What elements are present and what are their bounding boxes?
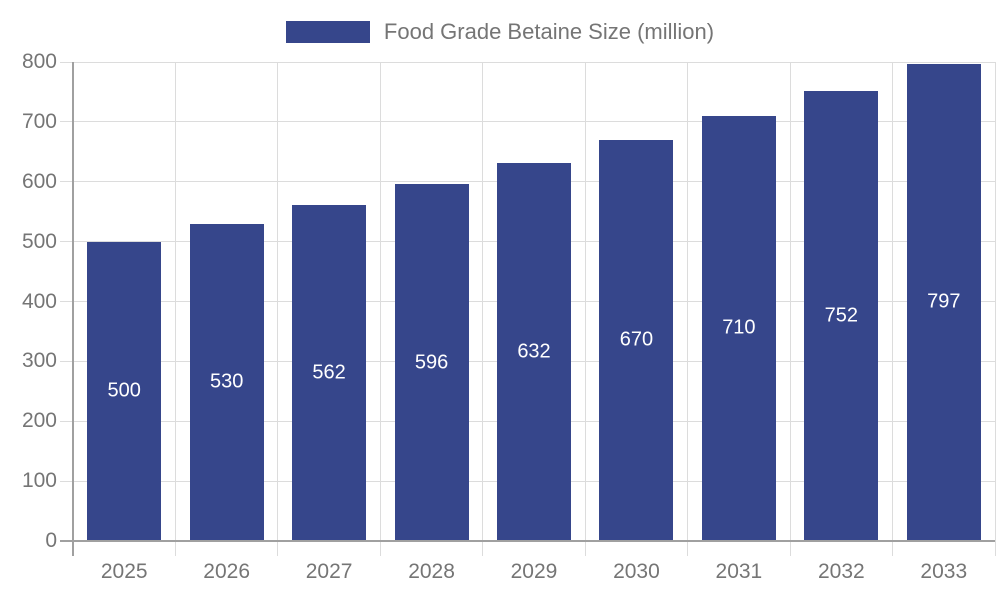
bar-value-label: 632 [517, 340, 551, 363]
x-axis-line [60, 540, 995, 542]
bar-2025 [87, 241, 162, 541]
bar-2029 [497, 162, 571, 541]
gridline [584, 62, 586, 556]
gridline [892, 62, 894, 556]
y-tick-label: 100 [21, 469, 57, 493]
x-tick-label: 2026 [203, 560, 251, 583]
y-tick-label: 300 [21, 349, 57, 373]
y-tick-label: 700 [21, 109, 57, 133]
bar-value-label: 596 [414, 351, 449, 374]
y-tick [60, 181, 73, 183]
bar-2030 [599, 139, 674, 541]
bar-2031 [701, 115, 776, 541]
y-tick-label: 500 [21, 229, 57, 253]
gridline [73, 121, 995, 123]
bar-2032 [804, 90, 879, 541]
x-tick-label: 2033 [920, 560, 968, 583]
x-tick-label: 2027 [305, 560, 353, 583]
bar-value-label: 562 [312, 361, 346, 384]
y-axis-line [72, 62, 74, 556]
bar-2026 [189, 223, 264, 541]
x-tick-label: 2030 [613, 560, 660, 583]
legend-label: Food Grade Betaine Size (million) [383, 19, 715, 44]
x-tick-label: 2031 [715, 560, 763, 583]
gridline [994, 62, 996, 556]
y-tick-label: 0 [45, 529, 57, 552]
y-tick [60, 241, 73, 243]
gridline [687, 62, 689, 556]
bar-2028 [394, 184, 469, 541]
y-tick-label: 800 [21, 50, 57, 73]
y-tick [60, 301, 73, 302]
gridline [174, 62, 176, 556]
legend-swatch [285, 21, 370, 43]
y-tick [60, 420, 73, 422]
y-tick [60, 480, 73, 482]
bar-value-label: 530 [209, 370, 244, 393]
x-tick-label: 2029 [510, 560, 558, 583]
bar-value-label: 500 [107, 379, 141, 402]
x-tick-label: 2028 [408, 560, 455, 583]
legend: Food Grade Betaine Size (million) [0, 18, 1000, 46]
y-tick [60, 360, 73, 362]
y-tick [60, 121, 73, 123]
x-tick-label: 2025 [100, 560, 148, 583]
gridline [73, 61, 995, 63]
gridline [277, 62, 279, 556]
y-tick-label: 600 [21, 169, 57, 193]
bar-2033 [906, 63, 981, 541]
y-tick-label: 400 [21, 289, 57, 313]
bar-value-label: 797 [927, 290, 961, 313]
bar-value-label: 670 [619, 328, 654, 351]
y-tick [60, 61, 73, 63]
y-tick-label: 200 [21, 409, 57, 433]
bar-2027 [292, 204, 367, 541]
gridline [379, 62, 381, 556]
bar-value-label: 752 [824, 304, 859, 327]
bar-value-label: 710 [722, 316, 756, 339]
gridline [789, 62, 791, 556]
gridline [482, 62, 484, 556]
x-tick-label: 2032 [817, 560, 865, 583]
